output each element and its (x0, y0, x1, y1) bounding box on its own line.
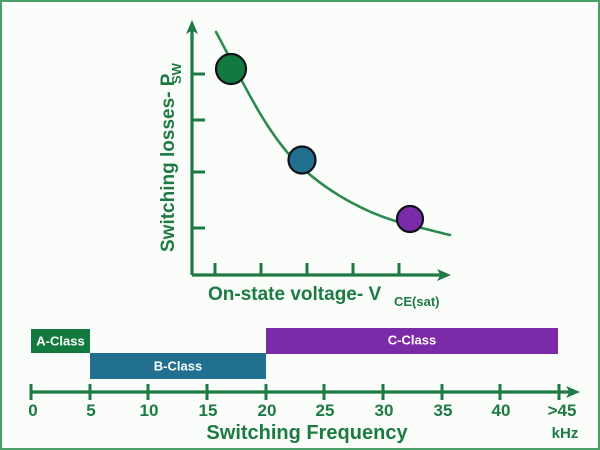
frequency-unit-label: kHz (552, 425, 579, 442)
tradeoff-curve-path (214, 30, 452, 237)
y-axis (186, 20, 205, 275)
frequency-tick-label: 35 (434, 401, 453, 420)
band-bar-a-class[interactable] (31, 329, 90, 353)
data-point-c-class[interactable] (395, 204, 425, 234)
y-axis-title-subscript: SW (169, 62, 184, 84)
band-bars: A-Class B-Class C-Class (31, 328, 558, 379)
tradeoff-chart: Switching losses- P SW On-state voltage-… (158, 20, 452, 309)
y-axis-title-group: Switching losses- P SW (158, 62, 184, 252)
frequency-tick-label: 25 (316, 401, 335, 420)
band-label-b-class: B-Class (154, 358, 202, 373)
frequency-axis: 0 5 10 15 20 25 30 35 40 >45 (28, 384, 580, 420)
frequency-tick-label: 0 (28, 401, 37, 420)
frequency-tick-label: 5 (86, 401, 95, 420)
y-axis-arrowhead (186, 20, 198, 34)
data-point-a-class[interactable] (214, 52, 248, 86)
band-label-a-class: A-Class (36, 333, 84, 348)
band-label-c-class: C-Class (388, 332, 436, 347)
band-bar-c-class[interactable] (266, 328, 558, 354)
frequency-tick-label: 10 (140, 401, 159, 420)
frequency-tick-label: 30 (375, 401, 394, 420)
frequency-axis-title: Switching Frequency (206, 422, 408, 444)
x-axis-title-subscript: CE(sat) (394, 294, 440, 309)
frequency-band-chart: A-Class B-Class C-Class (28, 328, 580, 444)
y-axis-title: Switching losses- P (158, 73, 179, 252)
frequency-tick-label: 20 (258, 401, 277, 420)
frequency-axis-arrowhead (566, 386, 580, 398)
frequency-tick-label: >45 (548, 401, 577, 420)
data-point-b-class[interactable] (287, 145, 317, 175)
x-axis-title: On-state voltage- V (208, 284, 381, 305)
frequency-tick-label: 40 (492, 401, 511, 420)
frequency-tick-label: 15 (199, 401, 218, 420)
band-bar-b-class[interactable] (90, 353, 266, 379)
x-axis (192, 263, 451, 281)
x-axis-arrowhead (437, 269, 451, 281)
